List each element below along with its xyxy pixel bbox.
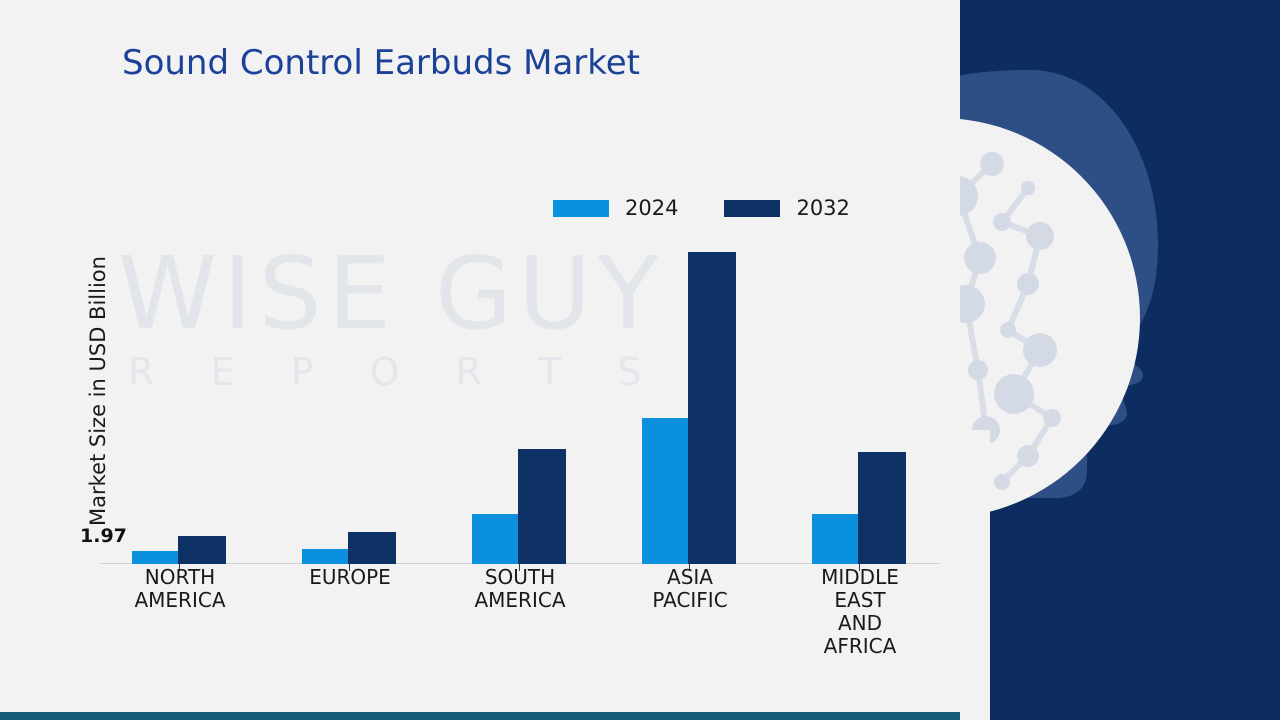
x-axis-tick (859, 564, 860, 571)
legend-item-2032[interactable]: 2032 (724, 196, 850, 220)
bar-group (120, 180, 240, 571)
x-axis-category-label: SOUTH AMERICA (445, 566, 595, 612)
legend-label-2032: 2032 (796, 196, 850, 220)
legend-swatch-2024 (553, 199, 609, 217)
bar-2024[interactable] (642, 418, 690, 564)
bar-group (630, 180, 750, 571)
chart-legend: 2024 2032 (553, 196, 850, 220)
bar-value-label: 1.97 (80, 524, 127, 547)
x-axis-category-label: MIDDLE EAST AND AFRICA (785, 566, 935, 658)
page-title: Sound Control Earbuds Market (122, 43, 640, 83)
x-axis-category-label: EUROPE (275, 566, 425, 589)
bar-2024[interactable] (472, 513, 520, 564)
bar-group (460, 180, 580, 571)
category-label-line: AMERICA (134, 588, 226, 612)
bar-group (290, 180, 410, 571)
category-label-line: NORTH (144, 565, 216, 589)
category-label-line: ASIA (667, 565, 713, 589)
bar-2024[interactable] (812, 513, 860, 564)
bar-2032[interactable] (178, 535, 226, 564)
footer-accent-bar (0, 712, 960, 720)
bar-2032[interactable] (858, 452, 906, 564)
bar-group (800, 180, 920, 571)
brand-panel: WISE GUY R E P O R T S (960, 0, 1280, 720)
x-axis-tick (519, 564, 520, 571)
bar-2032[interactable] (518, 449, 566, 564)
x-axis-tick (689, 564, 690, 571)
category-label-line: MIDDLE (821, 565, 899, 589)
category-label-line: AND (837, 611, 883, 635)
bar-2024[interactable] (132, 550, 180, 564)
legend-item-2024[interactable]: 2024 (553, 196, 678, 220)
panel-corner-wedge (960, 430, 990, 720)
bar-2024[interactable] (302, 548, 350, 564)
bar-chart-plot: 1.97 (80, 180, 940, 571)
watermark: WISE GUY R E P O R T S (118, 238, 878, 453)
bar-2032[interactable] (348, 531, 396, 564)
category-label-line: EAST (834, 588, 886, 612)
legend-label-2024: 2024 (625, 196, 679, 220)
category-label-line: SOUTH (484, 565, 556, 589)
x-axis-tick (349, 564, 350, 571)
category-label-line: EUROPE (309, 565, 391, 589)
legend-swatch-2032 (724, 199, 781, 217)
category-label-line: PACIFIC (652, 588, 728, 612)
x-axis-tick (179, 564, 180, 571)
bar-2032[interactable] (688, 251, 736, 564)
category-label-line: AMERICA (474, 588, 566, 612)
watermark-subtitle: R E P O R T S (128, 350, 664, 394)
x-axis-category-label: ASIA PACIFIC (615, 566, 765, 612)
x-axis-category-label: NORTH AMERICA (105, 566, 255, 612)
watermark-wordmark: WISE GUY (118, 235, 665, 352)
category-label-line: AFRICA (823, 634, 897, 658)
